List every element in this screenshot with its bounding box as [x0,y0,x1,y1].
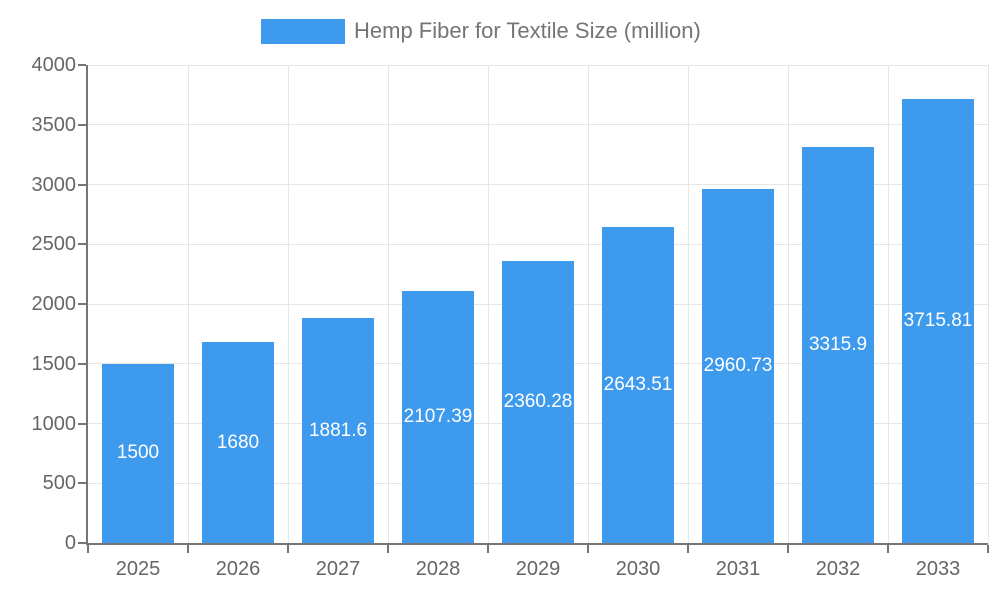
gridline-vertical [387,65,389,543]
bar-value-label: 3715.81 [903,309,973,331]
y-axis-tick-label: 4000 [31,54,77,76]
y-axis-tick-label: 3000 [31,173,77,196]
x-axis-category-label: 2031 [715,558,761,580]
bar-2032[interactable]: 3315.9 [802,146,874,543]
bar-2029[interactable]: 2360.28 [502,260,574,543]
x-axis-tick [487,545,489,553]
y-axis-tick [78,123,86,126]
x-axis-tick [987,545,989,553]
bar-value-label: 1500 [116,442,160,464]
gridline-horizontal [88,184,988,185]
bar-value-label: 1680 [216,431,260,453]
gridline-horizontal [88,243,988,245]
bar-value-label: 2360.28 [503,390,573,412]
x-axis-tick [687,545,689,553]
x-axis-category-label: 2027 [315,558,361,580]
gridline-vertical [587,65,589,543]
y-axis-tick [78,542,86,544]
legend-swatch-icon [261,18,345,44]
y-axis-line [86,65,88,543]
bar-value-label: 2643.51 [603,374,673,396]
y-axis-tick-label: 1000 [31,412,77,435]
gridline-vertical [687,65,689,543]
y-axis-tick-label: 2500 [31,233,77,256]
y-axis-tick-label: 2000 [31,293,77,315]
bar-2027[interactable]: 1881.6 [302,318,374,543]
x-axis-tick [187,545,189,553]
gridline-vertical [487,65,489,543]
bar-2026[interactable]: 1680 [202,342,274,543]
bar-2031[interactable]: 2960.73 [702,189,774,543]
x-axis-tick [387,545,389,553]
bar-value-label: 2960.73 [703,355,773,377]
bar-2025[interactable]: 1500 [102,363,174,543]
x-axis-tick [887,545,889,553]
y-axis-tick [78,482,86,485]
y-axis-tick [78,64,86,66]
x-axis-category-label: 2025 [115,558,161,580]
bar-value-label: 2107.39 [403,406,473,428]
y-axis-tick [78,243,86,246]
x-axis-category-label: 2026 [215,558,261,580]
y-axis-tick [78,303,86,305]
plot-area: 1500 1680 1881.6 2107.39 2360.28 2643.51 2960.… [78,64,989,553]
bar-2030[interactable]: 2643.51 [602,227,674,543]
bar-value-label: 3315.9 [808,333,868,355]
x-axis-category-label: 2030 [615,558,661,580]
y-axis-tick [78,422,86,425]
legend-label: Hemp Fiber for Textile Size (million) [354,18,701,43]
bar-2028[interactable]: 2107.39 [402,291,474,543]
gridline-vertical [887,65,889,543]
x-axis-line [86,543,988,545]
gridline-vertical [287,65,289,543]
y-axis-tick-label: 500 [42,472,76,495]
x-axis-category-label: 2029 [515,558,561,580]
gridline-horizontal [88,64,988,66]
x-axis-tick [787,545,789,553]
gridline-vertical [987,65,989,543]
x-axis-tick [287,545,289,553]
y-axis-tick-label: 1500 [31,352,77,375]
gridline-vertical [187,65,189,543]
y-axis-tick-label: 0 [64,532,76,554]
y-axis-tick-label: 3500 [31,113,77,136]
x-axis-category-label: 2032 [815,558,861,580]
x-axis-category-label: 2028 [415,558,461,580]
legend-item[interactable]: Hemp Fiber for Textile Size (million) [261,14,701,48]
x-axis-tick [587,545,589,553]
y-axis-tick [78,362,86,365]
bar-value-label: 1881.6 [308,419,368,441]
x-axis-tick [87,545,89,553]
gridline-vertical [787,65,789,543]
bar-2033[interactable]: 3715.81 [902,98,974,543]
y-axis-tick [78,183,86,186]
x-axis-category-label: 2033 [915,558,961,580]
gridline-horizontal [88,124,988,126]
